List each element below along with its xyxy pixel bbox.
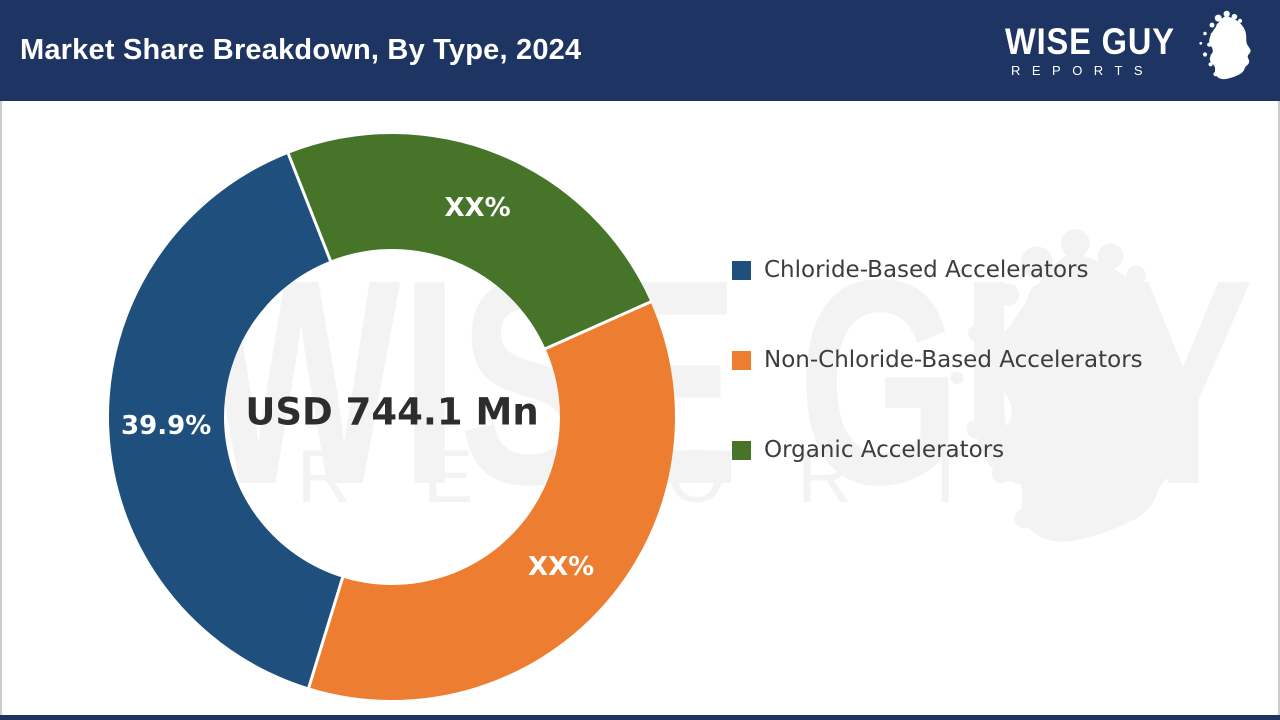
donut-chart [109, 133, 675, 701]
wiseguy-logo-name: WISE GUY [1004, 21, 1175, 62]
chart-legend: Chloride-Based Accelerators Non-Chloride… [732, 255, 1143, 525]
legend-swatch-organic [732, 440, 751, 460]
page-title: Market Share Breakdown, By Type, 2024 [20, 34, 582, 66]
legend-swatch-non-chloride [732, 350, 751, 370]
donut-segment-0 [109, 153, 343, 688]
segment-label-non-chloride: XX% [528, 551, 595, 582]
segment-gap [307, 575, 345, 689]
donut-center-value: USD 744.1 Mn [245, 390, 539, 434]
legend-swatch-chloride [732, 260, 751, 280]
chart-area: WISE GUY REPORTS 39.9% XX% XX% USD 744.1… [0, 101, 1280, 715]
segment-gap [543, 300, 653, 351]
footer-bar [0, 715, 1280, 720]
wiseguy-logo-sub: REPORTS [1010, 63, 1155, 78]
legend-item-organic: Organic Accelerators [732, 435, 1143, 465]
donut-segment-1 [308, 301, 675, 701]
wiseguy-logo: WISE GUY REPORTS [1005, 9, 1254, 93]
legend-item-chloride: Chloride-Based Accelerators [732, 255, 1143, 285]
legend-label-chloride: Chloride-Based Accelerators [764, 257, 1089, 283]
segment-label-chloride: 39.9% [121, 410, 212, 441]
legend-item-non-chloride: Non-Chloride-Based Accelerators [732, 345, 1143, 375]
segment-gap [286, 152, 333, 264]
legend-label-non-chloride: Non-Chloride-Based Accelerators [764, 347, 1143, 373]
wiseguy-logo-text: WISE GUY REPORTS [1005, 23, 1198, 78]
wiseguy-face-icon [1199, 10, 1251, 79]
header-bar: Market Share Breakdown, By Type, 2024 WI… [0, 0, 1280, 101]
donut-segment-2 [288, 133, 651, 349]
legend-label-organic: Organic Accelerators [764, 437, 1005, 463]
segment-label-organic: XX% [444, 192, 511, 223]
